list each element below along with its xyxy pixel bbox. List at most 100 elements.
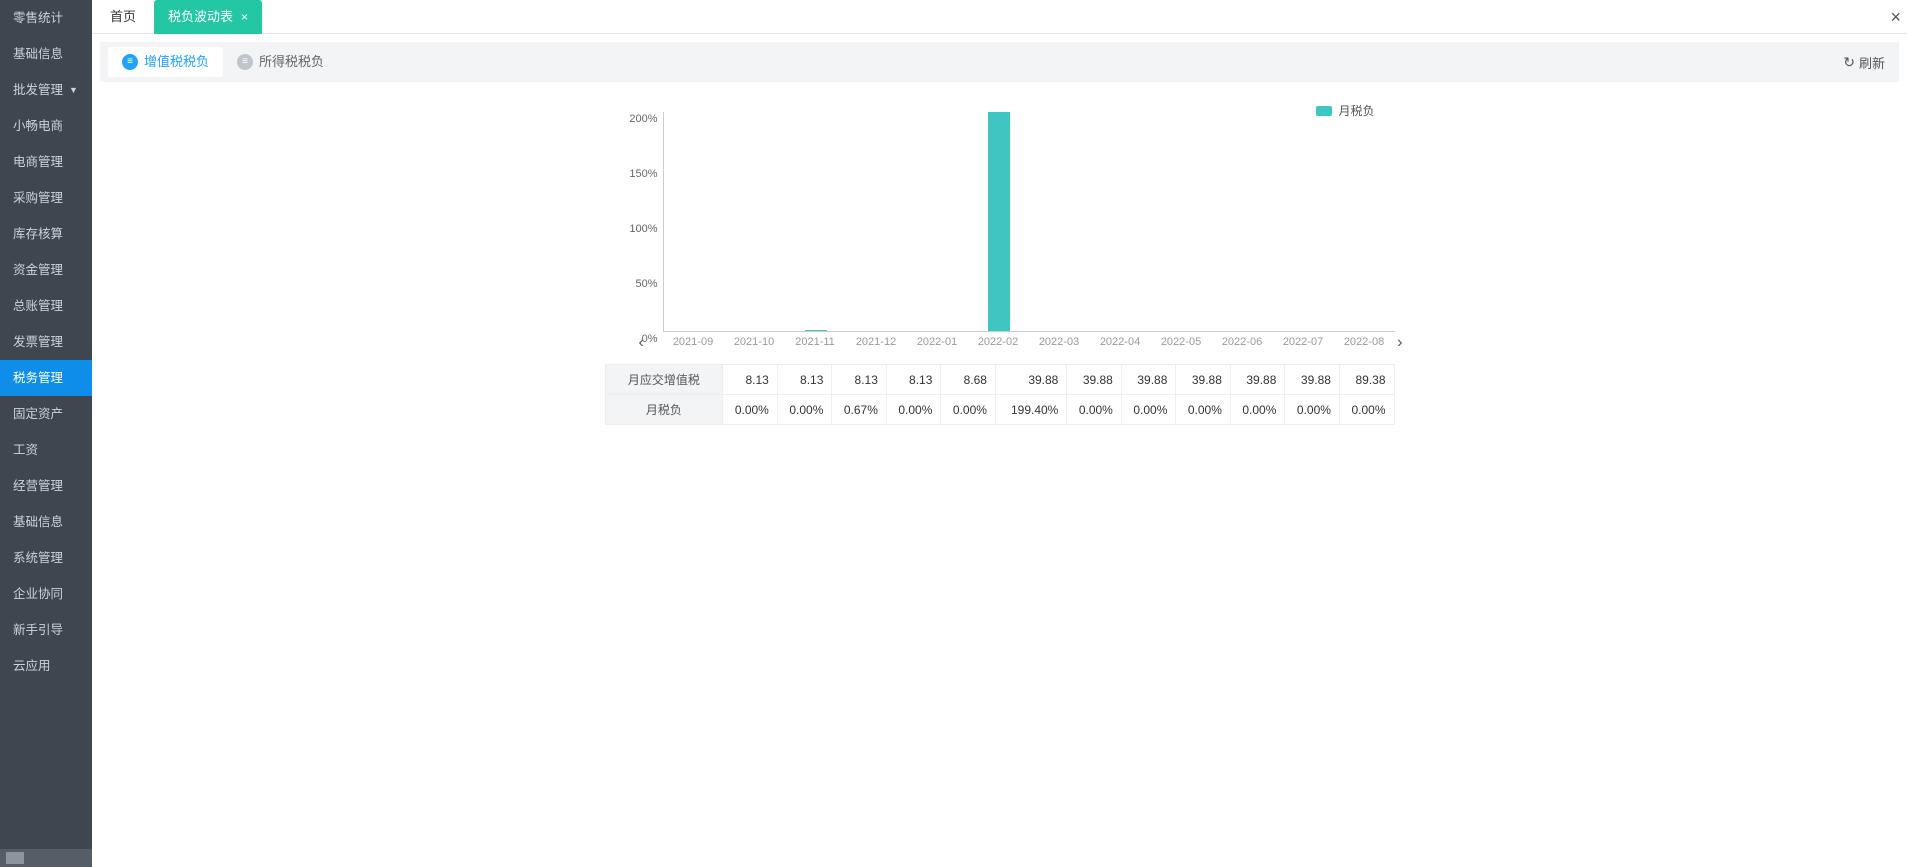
sidebar-item-label: 经营管理 bbox=[13, 468, 63, 504]
table-cell: 0.00% bbox=[1067, 395, 1122, 425]
chart-container: 月税负 0%50%100%150%200% 2021-09 2021-10 2021… bbox=[100, 82, 1899, 435]
x-tick-label: 2022-02 bbox=[978, 336, 1018, 348]
main-area: 首页 税负波动表 × × ≡ 增值税税负 ≡ 所得税税负 ↻ 刷新 bbox=[92, 0, 1907, 867]
sidebar-item-label: 企业协同 bbox=[13, 576, 63, 612]
sidebar-item-label: 发票管理 bbox=[13, 324, 63, 360]
sidebar-item[interactable]: 资金管理 bbox=[0, 252, 92, 288]
x-tick-label: 2022-04 bbox=[1100, 336, 1140, 348]
table-cell: 0.00% bbox=[1121, 395, 1176, 425]
table-cell: 8.13 bbox=[777, 365, 832, 395]
chart-bar bbox=[805, 330, 827, 331]
sidebar-item[interactable]: 批发管理▼ bbox=[0, 72, 92, 108]
table-cell: 8.13 bbox=[886, 365, 941, 395]
y-tick-label: 0% bbox=[614, 333, 658, 345]
sidebar-item[interactable]: 税务管理 bbox=[0, 360, 92, 396]
table-cell: 8.13 bbox=[723, 365, 778, 395]
sidebar-item-label: 零售统计 bbox=[13, 0, 63, 36]
refresh-label: 刷新 bbox=[1859, 53, 1885, 72]
data-table: 月应交增值税8.138.138.138.138.6839.8839.8839.8… bbox=[605, 364, 1395, 425]
sidebar-item-label: 小畅电商 bbox=[13, 108, 63, 144]
subtab-label: 增值税税负 bbox=[144, 47, 209, 77]
sidebar-item-label: 资金管理 bbox=[13, 252, 63, 288]
table-cell: 0.00% bbox=[1176, 395, 1231, 425]
x-tick-label: 2022-08 bbox=[1344, 336, 1384, 348]
refresh-icon: ↻ bbox=[1843, 54, 1855, 71]
subtab-label: 所得税税负 bbox=[259, 47, 324, 77]
table-row: 月税负0.00%0.00%0.67%0.00%0.00%199.40%0.00%… bbox=[605, 395, 1394, 425]
sidebar-item[interactable]: 基础信息 bbox=[0, 36, 92, 72]
table-cell: 0.00% bbox=[1285, 395, 1340, 425]
vat-icon: ≡ bbox=[122, 54, 138, 70]
sidebar-item[interactable]: 零售统计 bbox=[0, 0, 92, 36]
row-header: 月税负 bbox=[605, 395, 723, 425]
table-cell: 0.00% bbox=[941, 395, 996, 425]
table-cell: 199.40% bbox=[995, 395, 1066, 425]
table-cell: 8.68 bbox=[941, 365, 996, 395]
sidebar-item-label: 库存核算 bbox=[13, 216, 63, 252]
sidebar-item-label: 基础信息 bbox=[13, 36, 63, 72]
table-cell: 89.38 bbox=[1339, 365, 1394, 395]
sidebar-item-label: 电商管理 bbox=[13, 144, 63, 180]
sidebar-item[interactable]: 企业协同 bbox=[0, 576, 92, 612]
x-tick-label: 2021-09 bbox=[673, 336, 713, 348]
sidebar-item[interactable]: 发票管理 bbox=[0, 324, 92, 360]
refresh-button[interactable]: ↻ 刷新 bbox=[1843, 42, 1885, 82]
table-cell: 39.88 bbox=[1230, 365, 1285, 395]
sidebar-item-label: 云应用 bbox=[13, 648, 51, 684]
close-tab-icon[interactable]: × bbox=[241, 0, 248, 34]
table-cell: 39.88 bbox=[1176, 365, 1231, 395]
close-all-icon[interactable]: × bbox=[1890, 7, 1901, 28]
table-cell: 0.00% bbox=[886, 395, 941, 425]
x-tick-label: 2022-06 bbox=[1222, 336, 1262, 348]
x-tick-label: 2022-07 bbox=[1283, 336, 1323, 348]
chart-prev-button[interactable]: ‹ bbox=[639, 334, 644, 352]
sidebar-item[interactable]: 采购管理 bbox=[0, 180, 92, 216]
table-cell: 39.88 bbox=[1121, 365, 1176, 395]
sidebar-item[interactable]: 小畅电商 bbox=[0, 108, 92, 144]
tab-tax-fluctuation[interactable]: 税负波动表 × bbox=[154, 0, 262, 34]
x-tick-label: 2022-03 bbox=[1039, 336, 1079, 348]
chart-bar bbox=[988, 112, 1010, 331]
sidebar-item[interactable]: 总账管理 bbox=[0, 288, 92, 324]
sidebar-item-label: 税务管理 bbox=[13, 360, 63, 396]
y-tick-label: 50% bbox=[614, 278, 658, 290]
sidebar-item[interactable]: 新手引导 bbox=[0, 612, 92, 648]
sidebar-item[interactable]: 固定资产 bbox=[0, 396, 92, 432]
sidebar-item[interactable]: 经营管理 bbox=[0, 468, 92, 504]
chart-next-button[interactable]: › bbox=[1397, 334, 1402, 352]
x-tick-label: 2021-11 bbox=[795, 336, 835, 348]
sidebar-item[interactable]: 工资 bbox=[0, 432, 92, 468]
table-cell: 39.88 bbox=[995, 365, 1066, 395]
sidebar-item-label: 固定资产 bbox=[13, 396, 63, 432]
sidebar-collapse-icon bbox=[6, 852, 24, 864]
sidebar-item-label: 新手引导 bbox=[13, 612, 63, 648]
x-tick-label: 2022-05 bbox=[1161, 336, 1201, 348]
tab-strip: 首页 税负波动表 × × bbox=[92, 0, 1907, 34]
table-cell: 0.00% bbox=[777, 395, 832, 425]
table-row: 月应交增值税8.138.138.138.138.6839.8839.8839.8… bbox=[605, 365, 1394, 395]
x-tick-label: 2021-12 bbox=[856, 336, 896, 348]
tab-label: 税负波动表 bbox=[168, 0, 233, 34]
sidebar-item[interactable]: 电商管理 bbox=[0, 144, 92, 180]
content-panel: ≡ 增值税税负 ≡ 所得税税负 ↻ 刷新 月税负 bbox=[92, 34, 1907, 867]
subtab-vat[interactable]: ≡ 增值税税负 bbox=[108, 47, 223, 77]
sidebar-item[interactable]: 基础信息 bbox=[0, 504, 92, 540]
sidebar-item[interactable]: 云应用 bbox=[0, 648, 92, 684]
sub-tab-bar: ≡ 增值税税负 ≡ 所得税税负 ↻ 刷新 bbox=[100, 42, 1899, 82]
sidebar-item[interactable]: 系统管理 bbox=[0, 540, 92, 576]
sidebar-item-label: 基础信息 bbox=[13, 504, 63, 540]
table-cell: 39.88 bbox=[1285, 365, 1340, 395]
tab-home[interactable]: 首页 bbox=[92, 0, 154, 34]
sidebar-collapse-bar[interactable] bbox=[0, 849, 92, 867]
sidebar-item[interactable]: 库存核算 bbox=[0, 216, 92, 252]
chevron-down-icon: ▼ bbox=[69, 72, 78, 108]
x-tick-label: 2021-10 bbox=[734, 336, 774, 348]
chart-x-axis: 2021-092021-102021-112021-122022-012022-… bbox=[663, 332, 1395, 352]
chart-plot-area: 0%50%100%150%200% bbox=[663, 112, 1395, 332]
table-cell: 0.00% bbox=[1230, 395, 1285, 425]
table-cell: 39.88 bbox=[1067, 365, 1122, 395]
sidebar-item-label: 系统管理 bbox=[13, 540, 63, 576]
subtab-income-tax[interactable]: ≡ 所得税税负 bbox=[223, 47, 338, 77]
table-cell: 0.00% bbox=[1339, 395, 1394, 425]
y-tick-label: 150% bbox=[614, 168, 658, 180]
